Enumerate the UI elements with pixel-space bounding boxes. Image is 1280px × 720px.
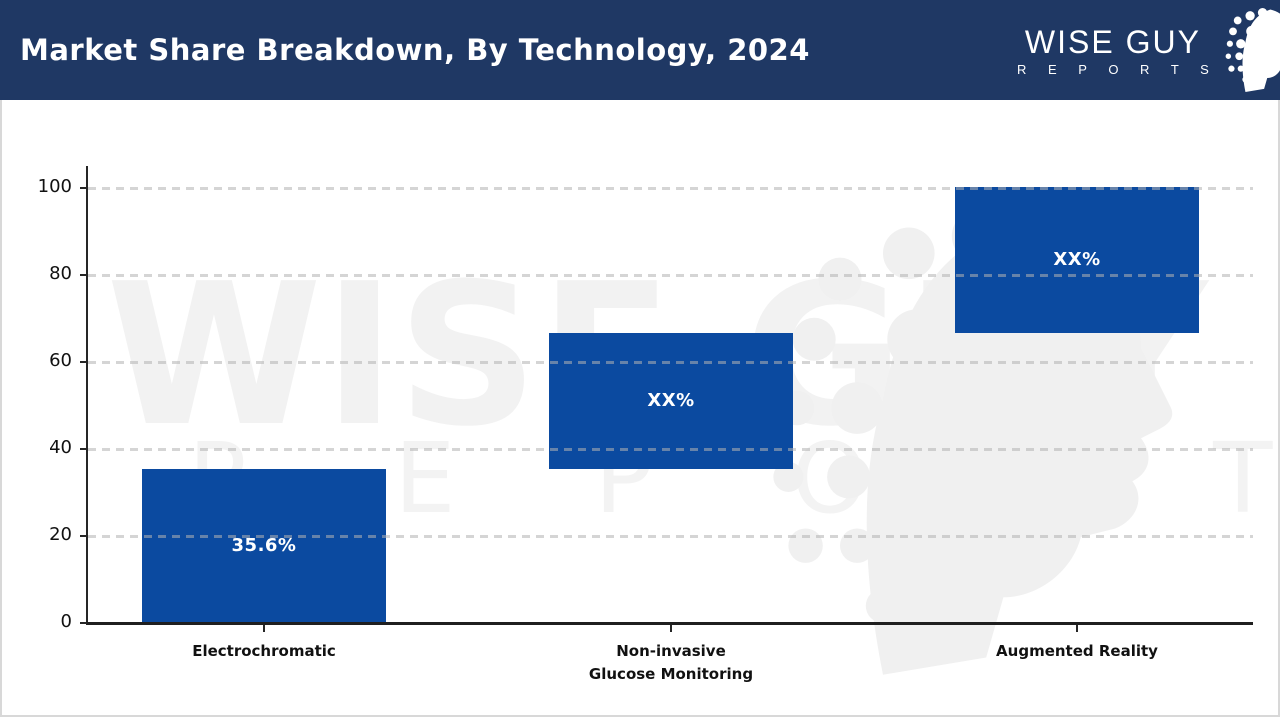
bar-augmented-reality <box>955 187 1199 333</box>
y-tick-label: 100 <box>37 176 72 197</box>
x-tick-electrochromatic <box>263 625 265 632</box>
y-tick-0 <box>80 622 87 624</box>
y-tick-label: 0 <box>60 611 72 632</box>
category-label-line: Glucose Monitoring <box>588 665 754 683</box>
page-title: Market Share Breakdown, By Technology, 2… <box>20 33 810 67</box>
gridline-20 <box>88 535 1253 538</box>
bar-value-label: 35.6% <box>231 535 297 556</box>
gridline-80 <box>88 274 1253 277</box>
bar-value-label: XX% <box>647 390 695 411</box>
gridline-100 <box>88 187 1253 190</box>
y-tick-40 <box>80 448 87 450</box>
dotted-face-logo-icon <box>1225 8 1280 92</box>
header-bar: Market Share Breakdown, By Technology, 2… <box>0 0 1280 100</box>
category-label-non-invasive-glucose-monitoring: Non-invasive Glucose Monitoring <box>511 640 831 686</box>
y-tick-label: 20 <box>49 524 72 545</box>
x-tick-augmented-reality <box>1076 625 1078 632</box>
gridline-40 <box>88 448 1253 451</box>
y-tick-label: 40 <box>49 437 72 458</box>
logo-name: WISE GUY <box>1024 23 1201 60</box>
y-tick-80 <box>80 274 87 276</box>
gridline-60 <box>88 361 1253 364</box>
category-label-electrochromatic: Electrochromatic <box>104 640 424 663</box>
category-label-augmented-reality: Augmented Reality <box>917 640 1237 663</box>
y-tick-20 <box>80 535 87 537</box>
bar-value-label: XX% <box>1053 249 1101 270</box>
y-tick-60 <box>80 361 87 363</box>
category-label-line: Electrochromatic <box>192 642 336 660</box>
y-tick-label: 60 <box>49 350 72 371</box>
bar-electrochromatic <box>142 469 386 622</box>
wise-guy-logo: WISE GUY R E P O R T S <box>1008 6 1280 94</box>
bar-non-invasive-glucose-monitoring <box>549 333 793 469</box>
category-label-line: Non-invasive <box>616 642 726 660</box>
y-tick-label: 80 <box>49 263 72 284</box>
logo-text: WISE GUY R E P O R T S <box>1008 24 1218 77</box>
y-tick-100 <box>80 187 87 189</box>
y-axis-line <box>86 166 88 624</box>
logo-subtitle: R E P O R T S <box>1017 61 1218 77</box>
x-axis-line <box>86 622 1253 625</box>
x-tick-non-invasive <box>670 625 672 632</box>
category-label-line: Augmented Reality <box>996 642 1158 660</box>
